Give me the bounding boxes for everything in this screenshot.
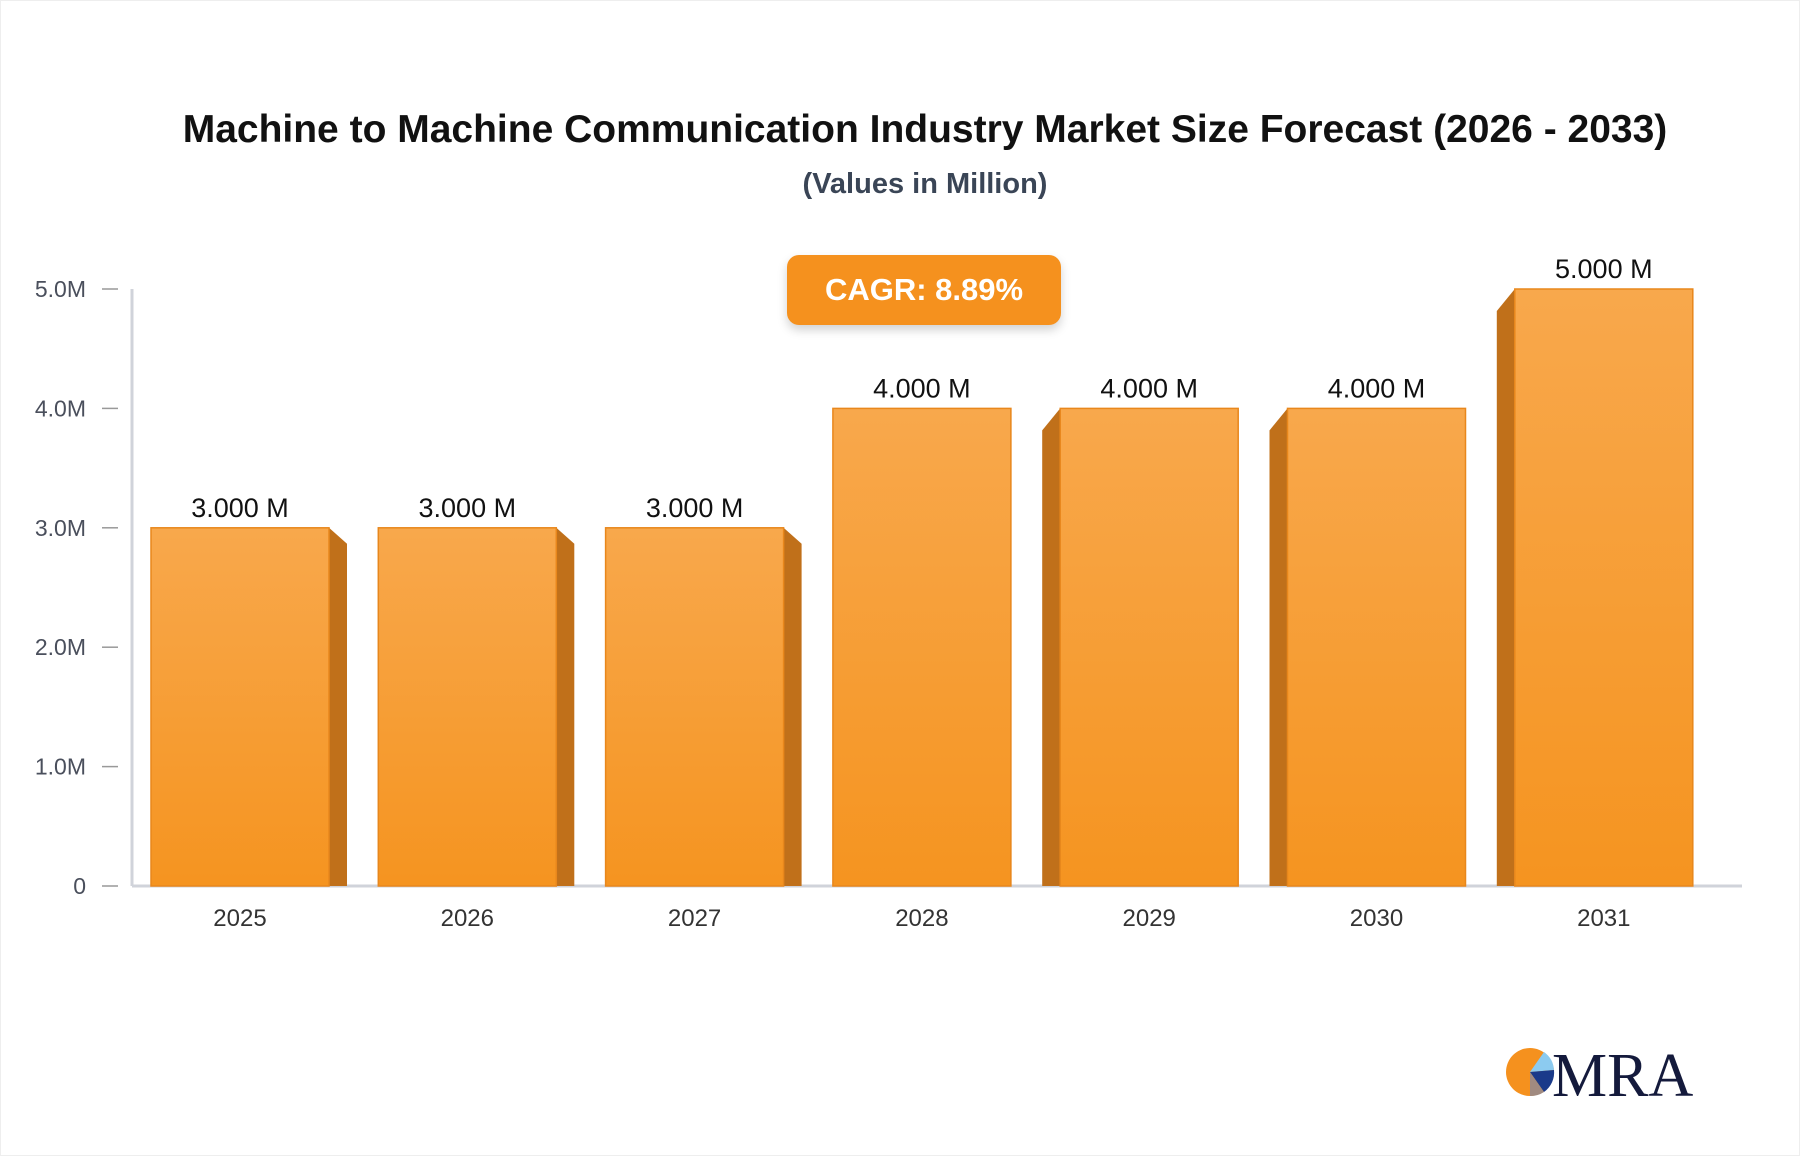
data-label: 4.000 M [873, 373, 971, 403]
logo-text: MRA [1552, 1042, 1693, 1102]
chart-title: Machine to Machine Communication Industr… [182, 108, 1668, 151]
y-tick-label: 5.0M [35, 276, 86, 302]
x-tick-label: 2031 [1577, 905, 1630, 932]
data-label: 5.000 M [1555, 254, 1653, 284]
bar [1286, 407, 1467, 887]
y-tick-label: 4.0M [35, 395, 86, 421]
bar [150, 527, 330, 887]
y-tick-label: 3.0M [35, 515, 86, 541]
data-label: 3.000 M [419, 493, 517, 523]
x-tick-label: 2030 [1350, 905, 1403, 932]
x-tick-label: 2029 [1123, 905, 1176, 932]
chart-subtitle: (Values in Million) [802, 168, 1048, 200]
bar-side [1042, 408, 1061, 886]
bar-side [1269, 408, 1288, 886]
data-label: 3.000 M [191, 493, 289, 523]
bar [1514, 288, 1694, 887]
bar [377, 527, 558, 887]
bar [1059, 407, 1239, 887]
data-label: 4.000 M [1328, 373, 1426, 403]
y-tick-label: 1.0M [35, 754, 86, 780]
bar [604, 527, 785, 887]
data-label: 3.000 M [646, 493, 744, 523]
y-tick-label: 0 [73, 873, 86, 899]
bar-side [783, 527, 802, 886]
data-label: 4.000 M [1100, 373, 1198, 403]
x-tick-label: 2028 [895, 905, 948, 932]
x-tick-label: 2027 [668, 905, 721, 932]
x-tick-label: 2026 [441, 905, 494, 932]
bar-side [556, 527, 575, 886]
bar [832, 407, 1012, 887]
y-tick-label: 2.0M [35, 634, 86, 660]
mra-logo: MRA [1506, 1042, 1693, 1102]
bar-side [1496, 289, 1515, 886]
cagr-badge: CAGR: 8.89% [787, 255, 1061, 325]
x-tick-label: 2025 [213, 905, 266, 932]
bar-side [329, 527, 347, 886]
